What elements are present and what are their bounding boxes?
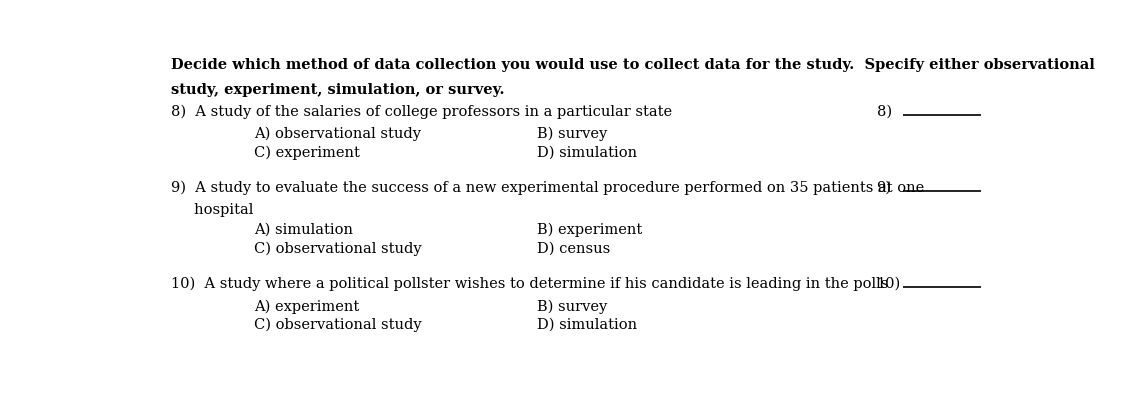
Text: study, experiment, simulation, or survey.: study, experiment, simulation, or survey… xyxy=(171,83,505,97)
Text: D) simulation: D) simulation xyxy=(537,145,637,159)
Text: C) observational study: C) observational study xyxy=(254,241,422,256)
Text: Decide which method of data collection you would use to collect data for the stu: Decide which method of data collection y… xyxy=(171,58,1095,72)
Text: 9): 9) xyxy=(877,181,891,195)
Text: 8): 8) xyxy=(877,104,891,118)
Text: B) survey: B) survey xyxy=(537,299,607,314)
Text: D) census: D) census xyxy=(537,241,610,256)
Text: B) survey: B) survey xyxy=(537,127,607,141)
Text: 10)  A study where a political pollster wishes to determine if his candidate is : 10) A study where a political pollster w… xyxy=(171,277,888,291)
Text: B) experiment: B) experiment xyxy=(537,223,642,237)
Text: hospital: hospital xyxy=(171,203,253,217)
Text: 10): 10) xyxy=(877,277,900,291)
Text: A) experiment: A) experiment xyxy=(254,299,359,314)
Text: C) observational study: C) observational study xyxy=(254,318,422,332)
Text: A) observational study: A) observational study xyxy=(254,127,420,141)
Text: A) simulation: A) simulation xyxy=(254,223,353,237)
Text: C) experiment: C) experiment xyxy=(254,145,360,160)
Text: D) simulation: D) simulation xyxy=(537,318,637,332)
Text: 9)  A study to evaluate the success of a new experimental procedure performed on: 9) A study to evaluate the success of a … xyxy=(171,181,924,195)
Text: 8)  A study of the salaries of college professors in a particular state: 8) A study of the salaries of college pr… xyxy=(171,104,672,118)
